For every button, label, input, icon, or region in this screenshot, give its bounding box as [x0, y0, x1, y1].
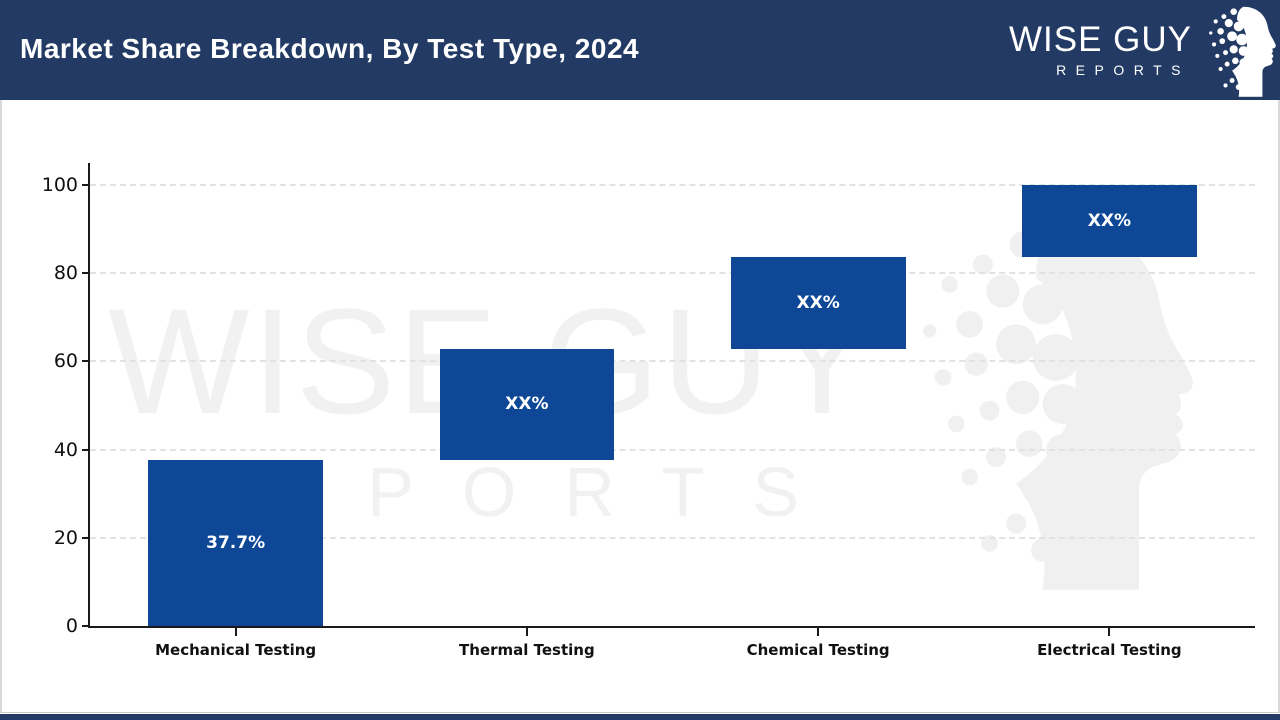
- x-category-label: Mechanical Testing: [155, 641, 317, 659]
- x-category-label: Chemical Testing: [746, 641, 890, 659]
- y-tick-mark: [82, 360, 90, 363]
- x-tick-mark: [525, 628, 528, 636]
- header: Market Share Breakdown, By Test Type, 20…: [0, 0, 1280, 100]
- bar-segment: [439, 349, 615, 460]
- y-gridline: [90, 536, 1255, 539]
- bar-segment: [1022, 185, 1197, 258]
- bar-value-label: XX%: [1087, 211, 1131, 232]
- y-tick-mark: [82, 184, 90, 186]
- bar-value-label: XX%: [796, 293, 840, 314]
- y-tick-label: 40: [53, 438, 78, 461]
- y-tick-mark: [82, 272, 90, 275]
- bar-value-label: 37.7%: [206, 532, 266, 553]
- logo-subtitle: REPORTS: [1056, 62, 1190, 78]
- y-axis-spine: [88, 163, 90, 628]
- x-axis-spine: [88, 626, 1255, 628]
- bar-value-label: XX%: [505, 394, 549, 415]
- x-tick-mark: [1108, 628, 1111, 636]
- y-tick-label: 60: [53, 350, 78, 373]
- y-tick-label: 100: [41, 174, 78, 196]
- bar-segment: [730, 257, 906, 350]
- y-tick-label: 0: [65, 615, 78, 637]
- logo-wordmark: WISE GUY: [1008, 20, 1192, 59]
- y-tick-label: 80: [53, 262, 78, 285]
- y-gridline: [90, 184, 1255, 186]
- y-tick-mark: [82, 625, 90, 627]
- chart-area: WISE GUY REPORTS 0 20 40 60 80 100 37.7% Mechan…: [0, 100, 1280, 713]
- x-tick-mark: [817, 628, 820, 636]
- x-tick-mark: [234, 628, 237, 636]
- footer-strip: [0, 714, 1280, 720]
- x-category-label: Thermal Testing: [459, 641, 595, 659]
- x-category-label: Electrical Testing: [1037, 641, 1182, 659]
- y-tick-mark: [82, 536, 90, 539]
- y-tick-mark: [82, 448, 90, 451]
- page-title: Market Share Breakdown, By Test Type, 20…: [20, 33, 640, 64]
- brand-logo: WISE GUY REPORTS: [1009, 0, 1280, 100]
- y-gridline: [90, 360, 1255, 363]
- bar-segment: [148, 459, 323, 626]
- y-gridline: [90, 448, 1255, 451]
- y-gridline: [90, 272, 1255, 275]
- logo-head-icon: [1196, 5, 1278, 97]
- y-tick-label: 20: [53, 526, 78, 549]
